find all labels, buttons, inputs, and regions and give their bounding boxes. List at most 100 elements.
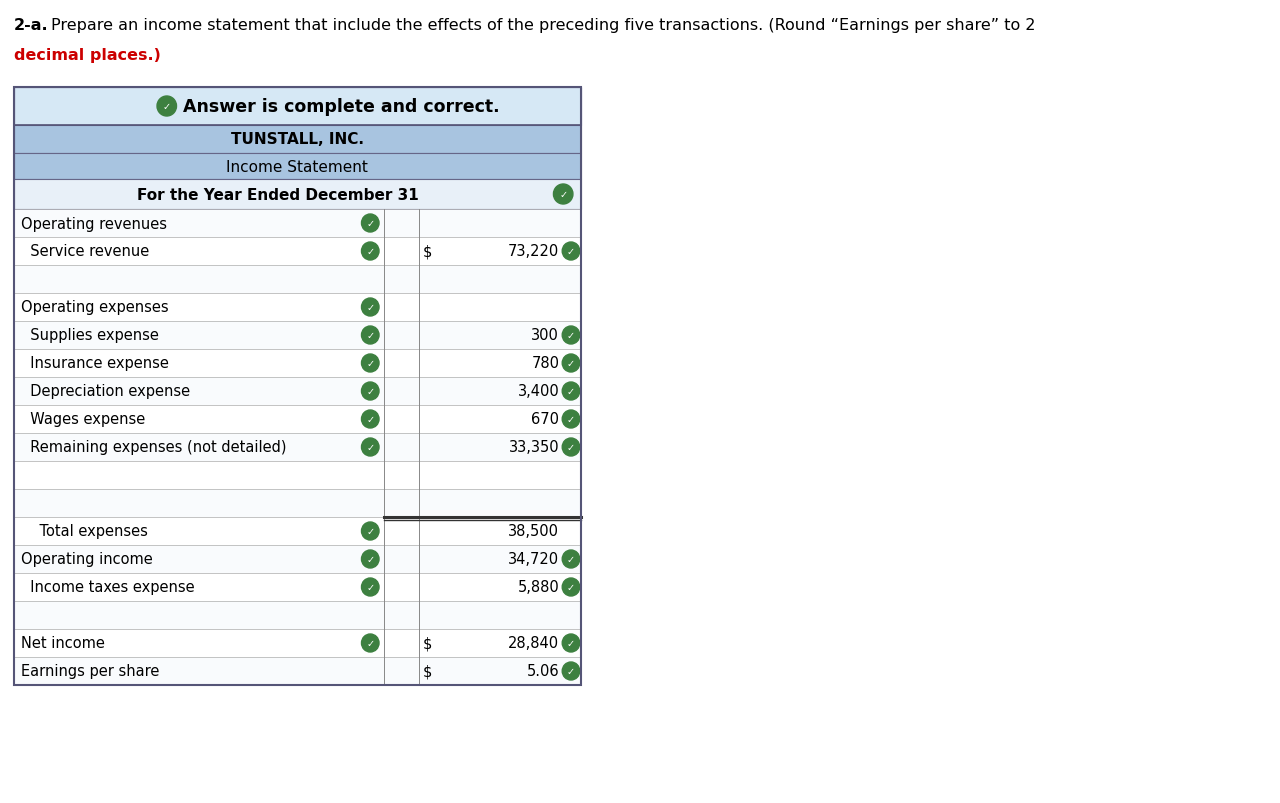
Circle shape <box>562 410 580 429</box>
Bar <box>14 630 581 657</box>
Circle shape <box>562 438 580 456</box>
Text: 73,220: 73,220 <box>508 244 559 259</box>
Text: 33,350: 33,350 <box>508 440 559 455</box>
Bar <box>14 180 581 210</box>
Text: $: $ <box>422 244 433 259</box>
Text: 5.06: 5.06 <box>526 663 559 679</box>
Bar <box>14 238 581 266</box>
Bar <box>14 349 581 377</box>
Text: ✓: ✓ <box>366 303 374 312</box>
Circle shape <box>361 299 379 316</box>
Text: For the Year Ended December 31: For the Year Ended December 31 <box>137 187 419 202</box>
Text: Earnings per share: Earnings per share <box>22 663 160 679</box>
Text: 34,720: 34,720 <box>508 552 559 567</box>
Text: Operating revenues: Operating revenues <box>22 216 168 231</box>
Circle shape <box>562 382 580 401</box>
Text: Prepare an income statement that include the effects of the preceding five trans: Prepare an income statement that include… <box>51 18 1036 33</box>
Circle shape <box>361 522 379 540</box>
Circle shape <box>562 578 580 597</box>
Circle shape <box>361 410 379 429</box>
Text: ✓: ✓ <box>366 359 374 369</box>
Bar <box>14 406 581 434</box>
Bar <box>14 294 581 321</box>
Text: $: $ <box>422 663 433 679</box>
Text: Total expenses: Total expenses <box>22 524 148 539</box>
Text: 28,840: 28,840 <box>508 636 559 650</box>
Text: $: $ <box>422 636 433 650</box>
Circle shape <box>562 634 580 652</box>
Circle shape <box>361 214 379 233</box>
Text: Service revenue: Service revenue <box>22 244 150 259</box>
Text: ✓: ✓ <box>366 218 374 229</box>
Text: Depreciation expense: Depreciation expense <box>22 384 191 399</box>
Circle shape <box>562 550 580 569</box>
Circle shape <box>361 355 379 373</box>
Text: 5,880: 5,880 <box>517 580 559 595</box>
Text: Income taxes expense: Income taxes expense <box>22 580 195 595</box>
Circle shape <box>157 97 177 117</box>
Text: ✓: ✓ <box>567 386 575 397</box>
Text: 2-a.: 2-a. <box>14 18 49 33</box>
Circle shape <box>361 634 379 652</box>
Bar <box>14 601 581 630</box>
Bar <box>14 657 581 685</box>
Text: ✓: ✓ <box>567 638 575 648</box>
Text: ✓: ✓ <box>366 414 374 425</box>
Circle shape <box>361 327 379 344</box>
Text: ✓: ✓ <box>567 247 575 257</box>
Bar <box>14 434 581 462</box>
Bar <box>14 545 581 573</box>
Text: Wages expense: Wages expense <box>22 412 146 427</box>
Circle shape <box>361 243 379 261</box>
Text: Income Statement: Income Statement <box>227 159 369 174</box>
Bar <box>14 462 581 489</box>
Text: ✓: ✓ <box>366 247 374 257</box>
Bar <box>14 321 581 349</box>
Circle shape <box>562 355 580 373</box>
Text: ✓: ✓ <box>567 554 575 565</box>
Text: ✓: ✓ <box>567 331 575 340</box>
Bar <box>14 377 581 406</box>
Bar <box>14 88 581 126</box>
Text: ✓: ✓ <box>567 359 575 369</box>
Text: ✓: ✓ <box>567 666 575 676</box>
Text: Operating income: Operating income <box>22 552 154 567</box>
Circle shape <box>553 185 573 205</box>
Text: Supplies expense: Supplies expense <box>22 328 159 343</box>
Text: decimal places.): decimal places.) <box>14 48 160 63</box>
Text: 38,500: 38,500 <box>508 524 559 539</box>
Circle shape <box>361 438 379 456</box>
Text: ✓: ✓ <box>567 442 575 452</box>
Text: ✓: ✓ <box>366 331 374 340</box>
Text: TUNSTALL, INC.: TUNSTALL, INC. <box>230 132 364 147</box>
Text: ✓: ✓ <box>366 386 374 397</box>
Text: ✓: ✓ <box>163 102 170 112</box>
Circle shape <box>361 382 379 401</box>
Text: Remaining expenses (not detailed): Remaining expenses (not detailed) <box>22 440 287 455</box>
Bar <box>14 154 581 180</box>
Circle shape <box>562 662 580 680</box>
Text: Insurance expense: Insurance expense <box>22 356 169 371</box>
Text: Answer is complete and correct.: Answer is complete and correct. <box>183 98 500 116</box>
Circle shape <box>562 243 580 261</box>
Text: 300: 300 <box>531 328 559 343</box>
Text: ✓: ✓ <box>366 526 374 536</box>
Text: 780: 780 <box>531 356 559 371</box>
Bar <box>14 210 581 238</box>
Text: Net income: Net income <box>22 636 105 650</box>
Text: ✓: ✓ <box>366 442 374 452</box>
Bar <box>14 573 581 601</box>
Text: 3,400: 3,400 <box>517 384 559 399</box>
Text: ✓: ✓ <box>567 414 575 425</box>
Bar <box>14 266 581 294</box>
Bar <box>14 88 581 685</box>
Bar <box>14 517 581 545</box>
Circle shape <box>562 327 580 344</box>
Bar <box>14 489 581 517</box>
Text: ✓: ✓ <box>366 582 374 593</box>
Text: ✓: ✓ <box>366 554 374 565</box>
Text: ✓: ✓ <box>567 582 575 593</box>
Text: 670: 670 <box>531 412 559 427</box>
Bar <box>14 126 581 685</box>
Text: Operating expenses: Operating expenses <box>22 300 169 315</box>
